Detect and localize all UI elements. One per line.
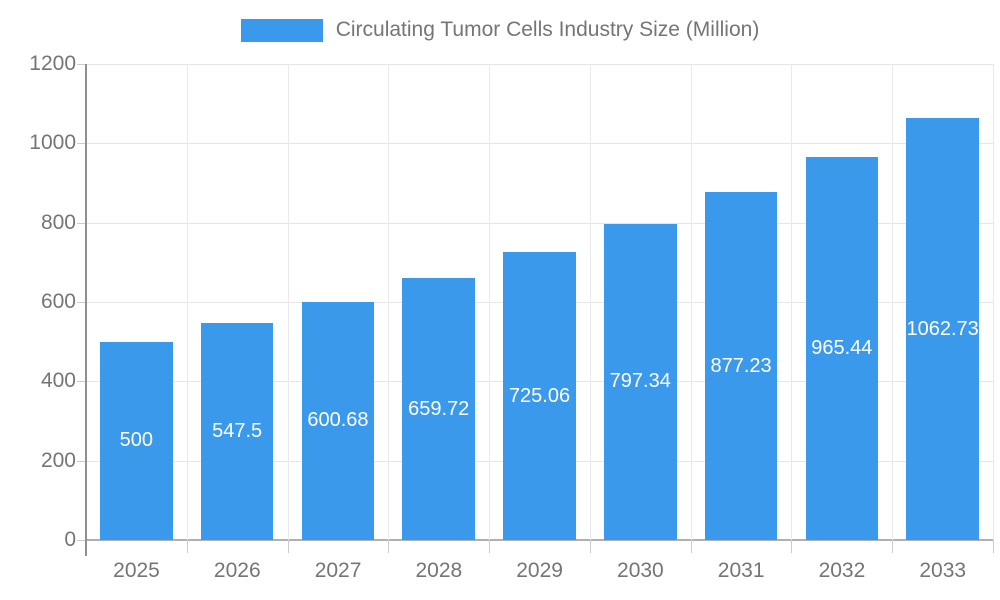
bar-value-label: 797.34 [609, 370, 671, 393]
x-axis-tick [489, 540, 491, 553]
bar-value-label: 1062.73 [906, 317, 979, 340]
bar-value-label: 725.06 [508, 384, 571, 407]
y-tick-label: 800 [40, 210, 76, 234]
gridline-vertical [690, 64, 692, 540]
bar: 500 [100, 341, 173, 540]
y-tick-label: 0 [64, 528, 76, 551]
x-axis-tick [287, 540, 289, 553]
y-tick-label: 1200 [29, 52, 76, 75]
bar: 659.72 [402, 278, 475, 540]
x-axis-tick [892, 540, 894, 553]
x-tick-label: 2025 [113, 559, 160, 582]
x-axis-tick [388, 540, 390, 553]
x-tick-label: 2031 [717, 559, 765, 582]
y-axis-tick [77, 222, 86, 224]
y-axis-line [85, 64, 87, 556]
gridline-horizontal [86, 222, 993, 224]
x-axis-line [86, 539, 993, 541]
gridline-horizontal [86, 143, 993, 145]
gridline-vertical [388, 64, 390, 540]
x-axis-tick [186, 540, 188, 553]
gridline-horizontal [86, 64, 993, 65]
gridline-vertical [489, 64, 491, 540]
x-axis-tick [589, 540, 591, 553]
gridline-vertical [791, 64, 793, 540]
legend-swatch [240, 18, 323, 42]
gridline-vertical [186, 64, 188, 540]
x-tick-label: 2032 [818, 559, 866, 582]
x-tick-label: 2030 [617, 559, 664, 582]
x-tick-label: 2027 [314, 559, 362, 582]
chart-title: Circulating Tumor Cells Industry Size (M… [335, 18, 760, 41]
y-tick-label: 200 [40, 448, 76, 472]
gridline-vertical [287, 64, 289, 540]
y-axis-tick [77, 143, 86, 145]
bar: 547.5 [200, 322, 274, 540]
bar-value-label: 965.44 [811, 337, 873, 359]
chart-legend: Circulating Tumor Cells Industry Size (M… [0, 18, 1000, 42]
bar: 965.44 [805, 157, 879, 540]
x-axis-tick [993, 540, 994, 553]
y-axis-tick [77, 460, 86, 462]
bar-value-label: 500 [119, 429, 154, 452]
bar-value-label: 877.23 [710, 354, 772, 377]
x-tick-label: 2029 [516, 559, 563, 582]
y-tick-label: 600 [40, 290, 76, 313]
gridline-vertical [589, 64, 591, 540]
x-axis-tick [791, 540, 793, 553]
bar-value-label: 659.72 [408, 397, 470, 420]
gridline-vertical [993, 64, 994, 540]
x-tick-label: 2028 [415, 559, 463, 582]
bar: 1062.73 [906, 118, 979, 540]
y-axis-tick [77, 381, 86, 383]
bar: 797.34 [603, 223, 677, 540]
y-axis-tick [77, 540, 86, 541]
bar: 877.23 [704, 192, 778, 540]
y-axis-tick [77, 64, 86, 65]
x-tick-label: 2033 [919, 559, 967, 582]
x-tick-label: 2026 [213, 559, 261, 582]
bar: 725.06 [503, 252, 576, 540]
bar-value-label: 600.68 [307, 409, 369, 432]
y-axis-tick [77, 302, 86, 303]
x-axis-tick [690, 540, 692, 553]
bar-value-label: 547.5 [212, 419, 263, 442]
gridline-vertical [892, 64, 894, 540]
bar: 600.68 [301, 301, 375, 540]
y-tick-label: 400 [40, 369, 76, 393]
y-tick-label: 1000 [29, 131, 76, 155]
